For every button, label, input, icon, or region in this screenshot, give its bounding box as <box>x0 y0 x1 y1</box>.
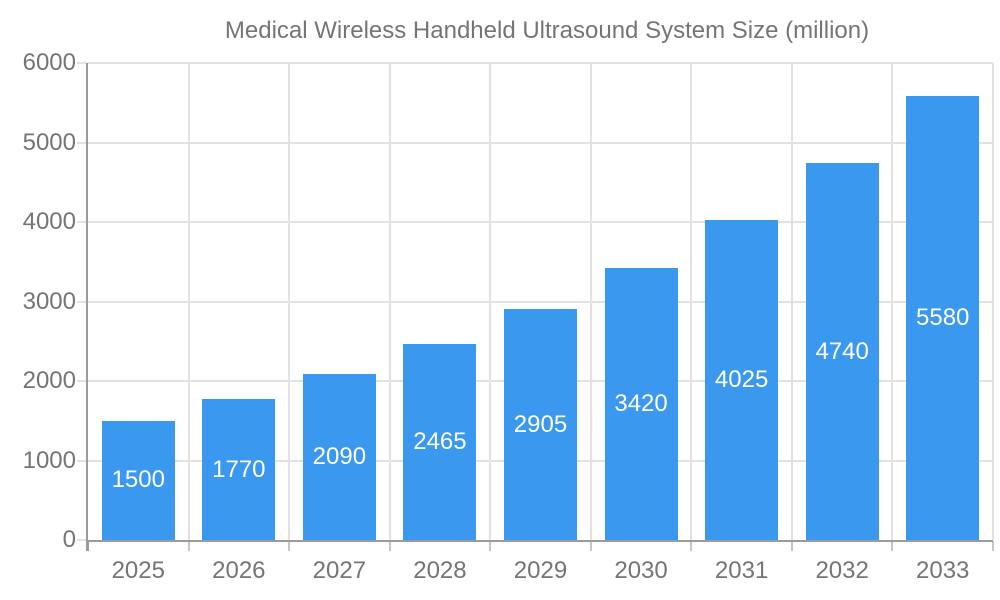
y-axis-tick <box>77 62 87 64</box>
bar <box>504 309 577 540</box>
bar <box>805 163 879 540</box>
x-axis-tick <box>790 541 793 551</box>
x-axis-tick <box>388 541 391 551</box>
bar-value-label: 4740 <box>815 337 869 365</box>
x-axis-line <box>86 540 993 542</box>
y-axis-line <box>86 63 88 551</box>
gridline-vertical <box>891 63 894 540</box>
gridline-horizontal <box>88 62 993 64</box>
x-axis-tick <box>288 541 291 551</box>
x-axis-tick <box>992 541 994 551</box>
y-axis-tick <box>77 380 87 382</box>
y-axis-label: 3000 <box>22 287 76 315</box>
y-axis-label: 6000 <box>22 49 76 76</box>
bar <box>906 96 980 540</box>
x-axis-label: 2031 <box>714 557 769 584</box>
legend-label: Medical Wireless Handheld Ultrasound Sys… <box>224 17 870 44</box>
bar <box>302 373 376 540</box>
bar-value-label: 2905 <box>513 410 568 438</box>
y-axis-label: 0 <box>62 526 76 553</box>
x-axis-tick <box>891 541 894 551</box>
bar-value-label: 3420 <box>614 390 668 418</box>
gridline-vertical <box>489 63 492 540</box>
gridline-vertical <box>288 63 291 540</box>
gridline-vertical <box>790 63 793 540</box>
gridline-vertical <box>992 63 994 540</box>
bar <box>705 220 779 540</box>
gridline-vertical <box>388 63 391 540</box>
x-axis-tick <box>187 541 190 551</box>
bar <box>604 268 678 540</box>
x-axis-tick <box>690 541 693 551</box>
y-axis-label: 2000 <box>22 367 76 394</box>
y-axis-label: 1000 <box>22 446 76 474</box>
bar-value-label: 1770 <box>212 455 266 483</box>
x-axis-tick <box>489 541 492 551</box>
y-axis-label: 4000 <box>22 208 76 235</box>
x-axis-label: 2030 <box>614 557 668 584</box>
x-axis-label: 2033 <box>916 557 970 584</box>
y-axis-tick <box>77 539 87 541</box>
x-axis-tick <box>87 541 89 551</box>
bar-value-label: 2090 <box>312 442 367 470</box>
x-axis-label: 2026 <box>212 557 266 584</box>
x-axis-label: 2028 <box>413 557 467 584</box>
x-axis-label: 2025 <box>111 557 165 584</box>
gridline-vertical <box>589 63 592 540</box>
bar-value-label: 5580 <box>916 304 970 332</box>
x-axis-label: 2029 <box>513 557 568 584</box>
bar <box>403 344 477 540</box>
y-axis-label: 5000 <box>22 128 76 156</box>
y-axis-tick <box>77 459 87 462</box>
bar-value-label: 2465 <box>413 428 467 456</box>
y-axis-tick <box>77 300 87 303</box>
gridline-vertical <box>690 63 693 540</box>
x-axis-tick <box>589 541 592 551</box>
gridline-horizontal <box>88 141 993 144</box>
gridline-horizontal <box>88 221 993 223</box>
y-axis-tick <box>77 221 87 223</box>
gridline-vertical <box>187 63 190 540</box>
bar <box>101 420 175 540</box>
chart-legend: Medical Wireless Handheld Ultrasound Sys… <box>0 8 1000 54</box>
bar-value-label: 4025 <box>714 366 769 393</box>
gridline-horizontal <box>88 300 993 303</box>
y-axis-tick <box>77 141 87 144</box>
bar-value-label: 1500 <box>111 466 165 494</box>
x-axis-label: 2032 <box>815 557 869 584</box>
bar <box>202 399 276 540</box>
x-axis-label: 2027 <box>312 557 367 584</box>
